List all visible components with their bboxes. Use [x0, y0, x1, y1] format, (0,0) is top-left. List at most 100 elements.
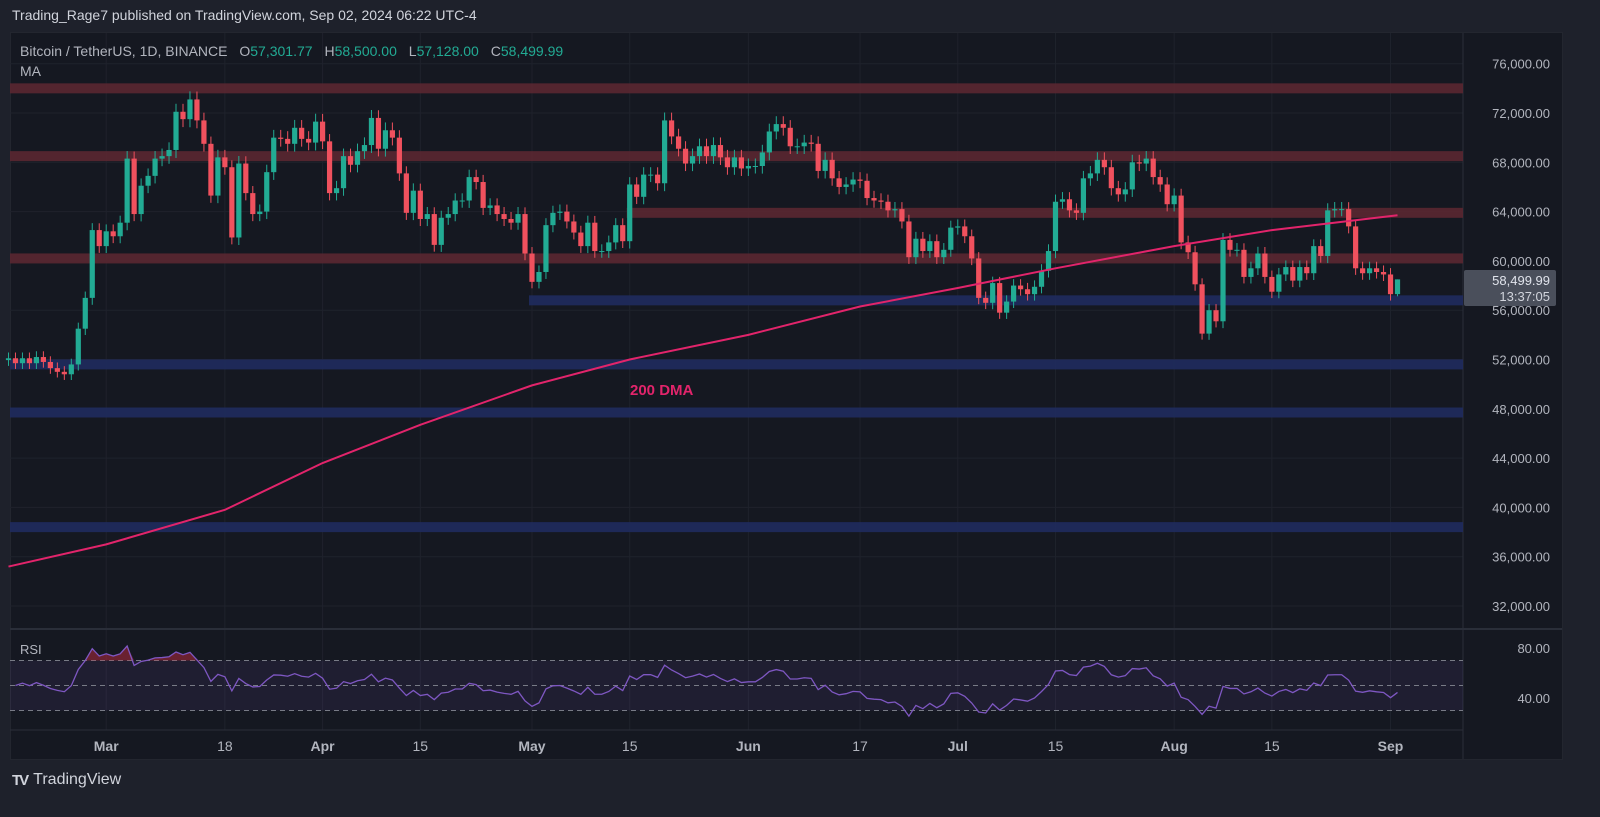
- candle: [822, 152, 828, 179]
- candle: [1122, 182, 1128, 202]
- resistance-level-band: [10, 151, 1463, 162]
- candle: [459, 193, 465, 208]
- candle-body: [724, 157, 731, 168]
- support-level-band: [528, 295, 1463, 306]
- candle-body: [1387, 274, 1394, 295]
- candle-countdown: 13:37:05: [1499, 289, 1550, 304]
- candle: [257, 204, 263, 222]
- candle: [522, 207, 528, 261]
- candle: [620, 218, 626, 249]
- candle: [1031, 280, 1038, 301]
- candle-body: [829, 159, 835, 179]
- price-tick-label: 36,000.00: [1492, 550, 1550, 565]
- candle: [19, 352, 26, 369]
- rsi-overbought-fill: [15, 646, 1398, 661]
- candle: [417, 183, 423, 227]
- candle-body: [271, 137, 277, 173]
- candle-body: [976, 258, 982, 298]
- indicator-ma-label[interactable]: MA: [20, 63, 41, 79]
- candle-body: [1380, 271, 1387, 275]
- candle-body: [536, 271, 542, 282]
- candle-body: [1290, 267, 1296, 281]
- candle: [627, 177, 633, 249]
- candle-body: [738, 157, 744, 169]
- candle-body: [983, 297, 989, 303]
- candle-body: [1122, 189, 1128, 195]
- candle-body: [326, 141, 333, 194]
- candle: [1052, 194, 1059, 259]
- candle-body: [33, 357, 40, 364]
- candle-body: [1366, 268, 1373, 274]
- rsi-label: RSI: [20, 642, 42, 657]
- resistance-level-band: [10, 253, 1463, 264]
- candle: [1206, 303, 1212, 340]
- candle: [864, 173, 870, 206]
- candle: [1373, 261, 1380, 279]
- candle: [285, 131, 291, 152]
- price-tick-label: 60,000.00: [1492, 254, 1550, 269]
- price-tick-label: 56,000.00: [1492, 303, 1550, 318]
- candle: [1178, 188, 1184, 250]
- candle: [1255, 246, 1261, 276]
- candle-body: [641, 174, 647, 197]
- candle-body: [564, 211, 570, 222]
- candle-body: [1332, 209, 1338, 211]
- candle-body: [5, 358, 12, 361]
- footer: TV TradingView: [12, 771, 121, 789]
- candle: [306, 131, 312, 151]
- candle: [1087, 165, 1093, 186]
- candle-body: [103, 231, 109, 247]
- symbol-row: Bitcoin / TetherUS, 1D, BINANCE O57,301.…: [20, 41, 563, 61]
- candle: [250, 186, 256, 222]
- candle-body: [1304, 267, 1310, 274]
- candle-body: [131, 158, 137, 215]
- candle: [871, 190, 877, 208]
- candle-body: [689, 156, 696, 164]
- candle-body: [487, 205, 493, 208]
- candle-body: [927, 241, 933, 252]
- resistance-level-band: [10, 83, 1463, 94]
- candle: [187, 91, 193, 128]
- candle-body: [1213, 310, 1219, 322]
- tradingview-brand[interactable]: TradingView: [33, 771, 122, 788]
- candle: [292, 119, 298, 152]
- candle-body: [89, 230, 95, 298]
- candle-body: [655, 174, 661, 184]
- candle-body: [452, 200, 458, 215]
- candle: [766, 123, 772, 161]
- candle-body: [368, 117, 375, 146]
- time-tick-label: 15: [1048, 738, 1064, 754]
- candle-body: [1178, 195, 1184, 243]
- candle-body: [1136, 162, 1142, 164]
- candle: [1366, 261, 1373, 280]
- candle-body: [1311, 246, 1317, 274]
- candle-body: [299, 127, 305, 139]
- price-tick-label: 68,000.00: [1492, 155, 1550, 170]
- time-tick-label: 15: [413, 738, 429, 754]
- symbol-name[interactable]: Bitcoin / TetherUS, 1D, BINANCE: [20, 43, 228, 59]
- candle-body: [438, 217, 444, 245]
- candle: [787, 120, 793, 154]
- candle-body: [1192, 252, 1198, 285]
- candle-body: [682, 148, 689, 164]
- candle: [599, 244, 605, 258]
- candle: [1283, 260, 1289, 282]
- candle-body: [333, 188, 340, 194]
- candle: [201, 112, 207, 152]
- candle: [389, 122, 395, 146]
- candle-body: [962, 226, 968, 237]
- candle-body: [1059, 199, 1066, 202]
- candle-body: [201, 120, 207, 144]
- candle: [794, 138, 800, 154]
- candle: [885, 194, 891, 218]
- candle: [347, 148, 354, 173]
- price-tick-label: 72,000.00: [1492, 106, 1550, 121]
- candle-body: [354, 151, 361, 165]
- price-tick-label: 76,000.00: [1492, 57, 1550, 72]
- candle-body: [787, 127, 793, 147]
- candle-body: [899, 209, 905, 222]
- candle: [466, 169, 472, 208]
- candle-body: [389, 130, 395, 138]
- candle: [648, 167, 654, 183]
